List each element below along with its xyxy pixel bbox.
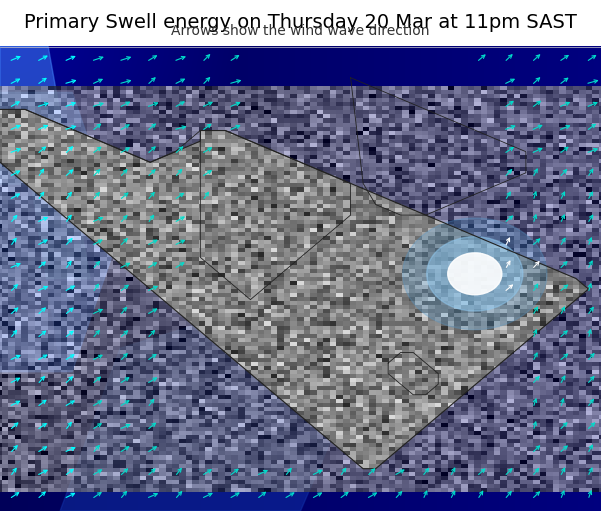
Circle shape bbox=[448, 253, 502, 295]
Polygon shape bbox=[0, 92, 120, 371]
Polygon shape bbox=[0, 185, 60, 371]
Circle shape bbox=[427, 237, 523, 311]
Polygon shape bbox=[0, 92, 120, 371]
Polygon shape bbox=[0, 92, 120, 371]
Text: Primary Swell energy on Thursday 20 Mar at 11pm SAST: Primary Swell energy on Thursday 20 Mar … bbox=[24, 13, 577, 32]
Circle shape bbox=[403, 218, 547, 330]
Polygon shape bbox=[60, 301, 361, 511]
Polygon shape bbox=[0, 109, 588, 469]
Text: Arrows show the wind wave direction: Arrows show the wind wave direction bbox=[171, 24, 430, 38]
Polygon shape bbox=[0, 46, 90, 278]
